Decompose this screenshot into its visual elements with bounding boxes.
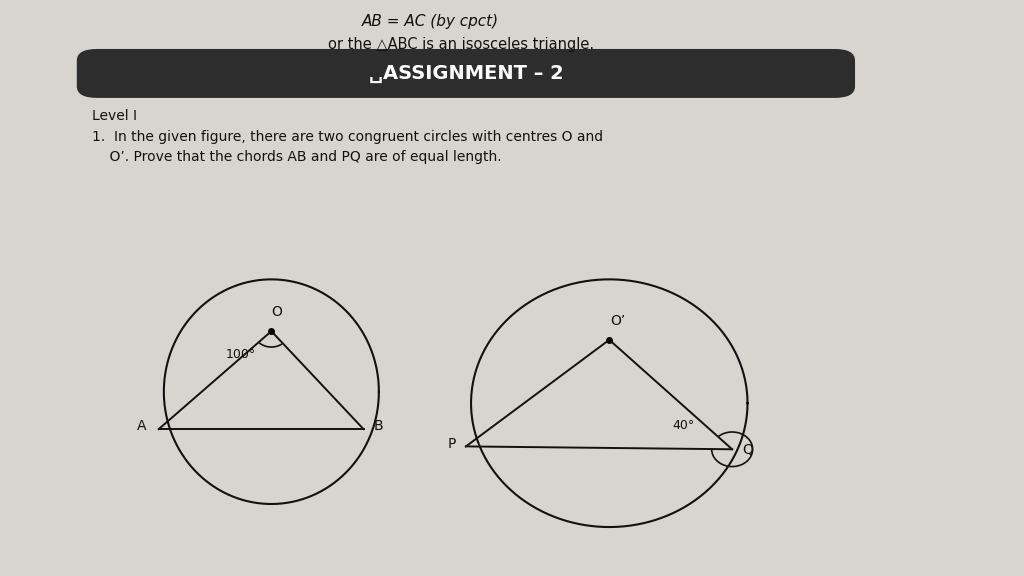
Text: O’. Prove that the chords AB and PQ are of equal length.: O’. Prove that the chords AB and PQ are … [92,150,502,164]
Text: Level I: Level I [92,109,137,123]
Text: O: O [271,305,282,319]
Text: A: A [137,419,146,433]
FancyBboxPatch shape [77,49,855,98]
Text: 1.  In the given figure, there are two congruent circles with centres O and: 1. In the given figure, there are two co… [92,130,603,143]
Text: 100°: 100° [225,348,256,362]
Text: 40°: 40° [672,419,694,432]
Text: B: B [374,419,383,433]
Text: ␣ASSIGNMENT – 2: ␣ASSIGNMENT – 2 [369,64,563,83]
Text: P: P [447,437,456,450]
Text: or the △ABC is an isosceles triangle.: or the △ABC is an isosceles triangle. [328,37,594,52]
Text: O’: O’ [610,314,625,328]
Text: Q: Q [742,442,754,456]
Text: AB = AC (by cpct): AB = AC (by cpct) [361,14,499,29]
